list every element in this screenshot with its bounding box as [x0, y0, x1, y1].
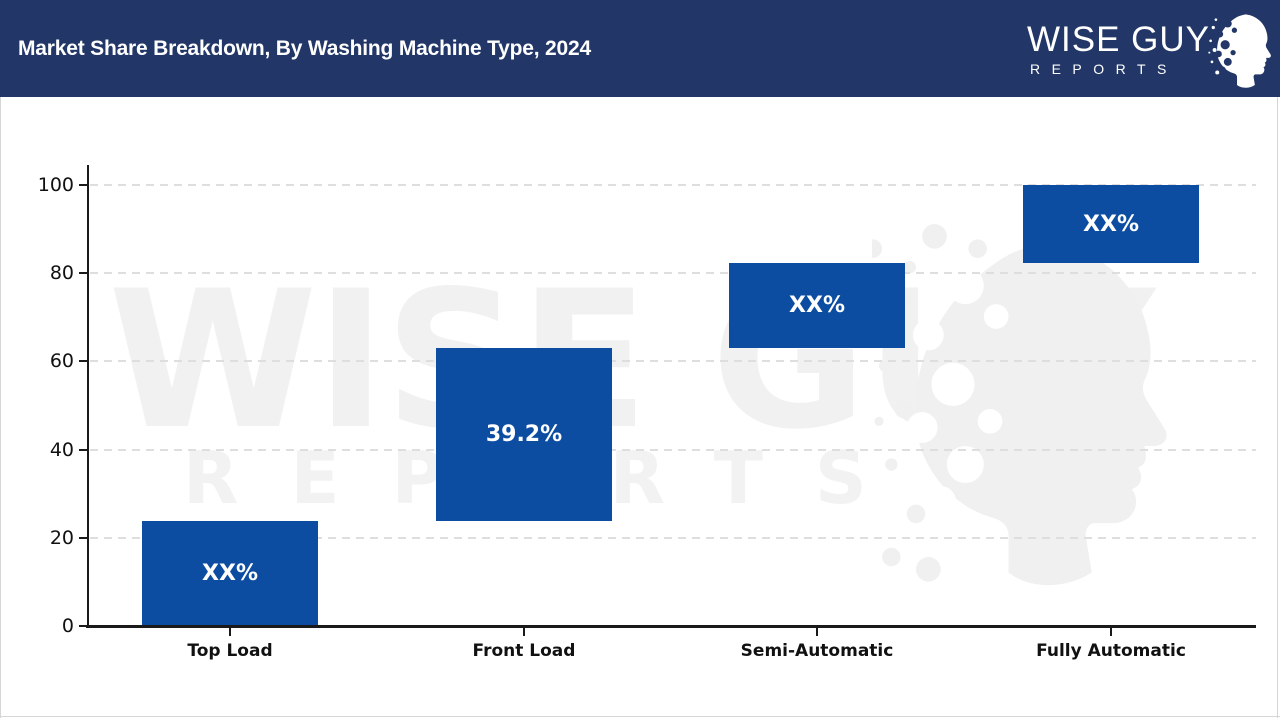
y-tick-mark	[79, 360, 88, 363]
bar: XX%	[729, 263, 905, 349]
frame-right	[1277, 97, 1278, 718]
logo-text: WISE GUY REPORTS	[1026, 20, 1210, 78]
y-tick-label: 60	[49, 350, 74, 373]
bar: XX%	[1023, 185, 1199, 264]
wise-guy-logo: WISE GUY REPORTS	[1024, 6, 1274, 94]
y-tick-mark	[79, 184, 88, 186]
bar-value-label: XX%	[1083, 211, 1139, 237]
frame-left	[0, 97, 1, 718]
logo-wordmark: WISE GUY	[1026, 20, 1210, 59]
logo-subtitle: REPORTS	[1029, 61, 1178, 77]
bar: XX%	[142, 521, 318, 626]
page-title: Market Share Breakdown, By Washing Machi…	[18, 36, 591, 60]
y-tick-label: 100	[37, 174, 74, 196]
x-tick-label: Top Load	[187, 641, 273, 661]
y-tick-mark	[79, 536, 88, 539]
gridline	[90, 360, 1256, 363]
gridline	[90, 536, 1256, 539]
x-tick-mark	[523, 628, 525, 636]
y-tick-label: 20	[49, 526, 74, 549]
bar-value-label: XX%	[789, 293, 845, 319]
bar: 39.2%	[436, 348, 612, 522]
y-tick-mark	[79, 448, 88, 451]
y-tick-label: 40	[49, 438, 74, 461]
x-tick-label: Front Load	[472, 641, 576, 661]
x-tick-mark	[229, 628, 231, 636]
y-tick-mark	[79, 272, 88, 275]
x-tick-label: Semi-Automatic	[740, 641, 894, 661]
y-tick-mark	[79, 625, 88, 627]
y-axis-line	[87, 165, 89, 627]
frame-bottom	[0, 716, 1280, 717]
bar-value-label: 39.2%	[485, 422, 563, 448]
x-axis-line	[86, 625, 1256, 628]
x-tick-label: Fully Automatic	[1036, 641, 1186, 661]
gridline	[90, 184, 1256, 186]
logo-face-icon	[1208, 14, 1271, 88]
y-tick-label: 0	[61, 615, 74, 637]
gridline	[90, 448, 1256, 451]
header-bar: Market Share Breakdown, By Washing Machi…	[0, 0, 1280, 97]
x-tick-mark	[1110, 628, 1112, 636]
gridline	[90, 272, 1256, 275]
bar-value-label: XX%	[202, 561, 258, 586]
x-tick-mark	[816, 628, 818, 636]
y-tick-label: 80	[49, 262, 74, 285]
